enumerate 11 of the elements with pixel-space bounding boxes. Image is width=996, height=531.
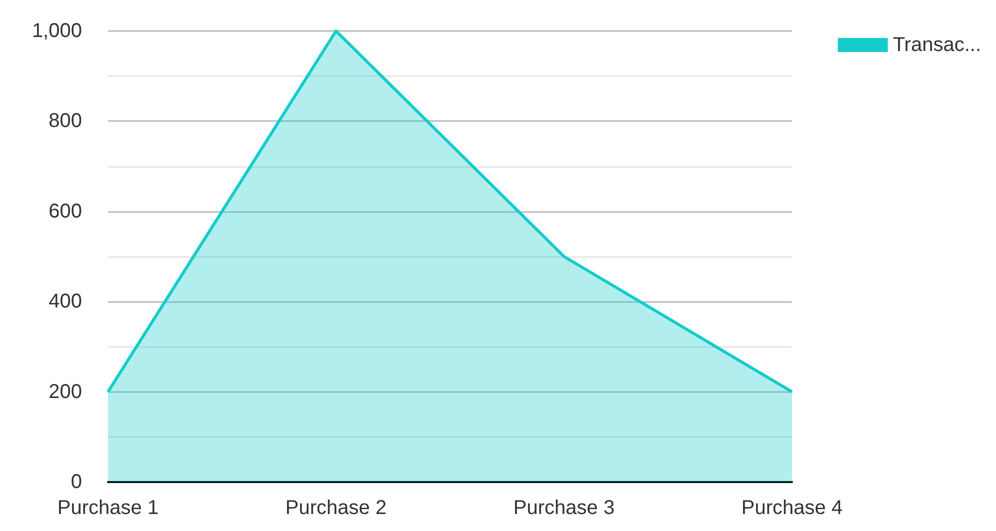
y-tick-label: 1,000 xyxy=(32,20,82,42)
x-tick-label: Purchase 3 xyxy=(513,497,615,519)
y-tick-label: 400 xyxy=(48,290,82,313)
x-tick-label: Purchase 2 xyxy=(285,497,387,519)
y-tick-label: 600 xyxy=(48,200,82,222)
y-tick-label: 200 xyxy=(48,380,82,403)
y-tick-label: 0 xyxy=(70,471,82,493)
x-tick-label: Purchase 1 xyxy=(57,497,159,519)
legend-label: Transac... xyxy=(892,34,982,56)
y-tick-label: 800 xyxy=(48,110,82,132)
x-tick-label: Purchase 4 xyxy=(741,497,843,519)
